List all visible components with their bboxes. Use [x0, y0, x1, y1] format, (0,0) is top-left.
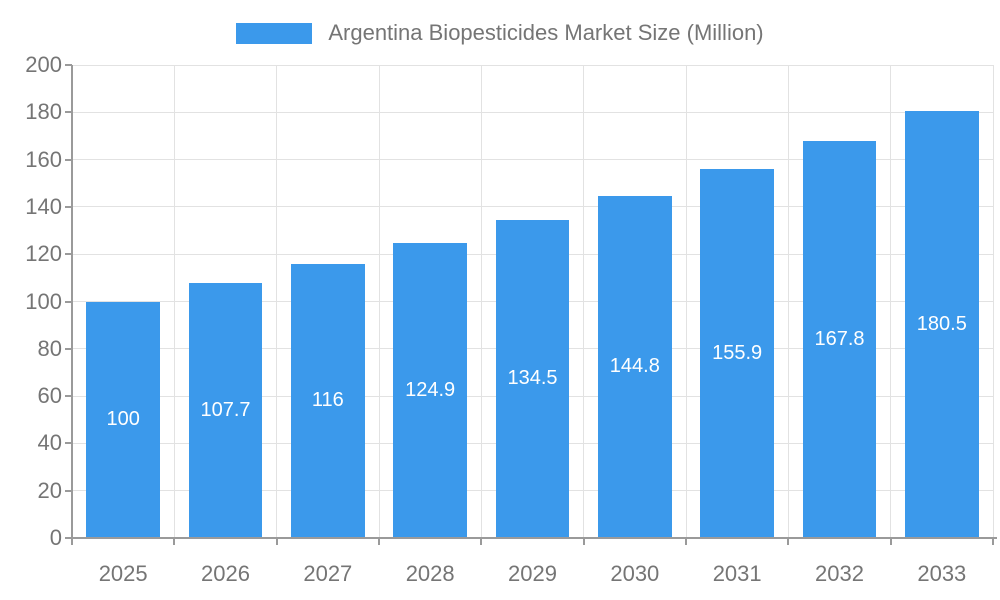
- y-axis-tick: [65, 158, 72, 161]
- y-axis-tick: [65, 489, 72, 492]
- gridline-vertical: [480, 65, 482, 538]
- bar[interactable]: 144.8: [597, 195, 672, 538]
- bar-value-label: 155.9: [712, 342, 763, 365]
- bar-value-label: 116: [311, 389, 344, 412]
- bar-value-label: 167.8: [814, 328, 865, 351]
- y-tick-label: 20: [37, 477, 62, 503]
- chart-legend[interactable]: Argentina Biopesticides Market Size (Mil…: [0, 21, 1000, 45]
- x-axis-tick: [480, 538, 483, 545]
- y-tick-label: 140: [25, 193, 62, 219]
- gridline-vertical: [787, 65, 789, 538]
- bar-value-label: 107.7: [200, 399, 251, 422]
- bar[interactable]: 116: [290, 263, 365, 538]
- x-tick-label: 2028: [405, 561, 455, 586]
- y-axis-tick: [65, 64, 72, 66]
- x-tick-label: 2033: [917, 561, 967, 586]
- x-tick-label: 2031: [712, 561, 762, 586]
- gridline-vertical: [685, 65, 687, 538]
- bar-value-label: 134.5: [507, 367, 558, 390]
- x-tick-label: 2030: [610, 561, 660, 586]
- x-tick-label: 2025: [98, 561, 148, 586]
- y-tick-label: 40: [37, 430, 62, 456]
- y-axis-tick: [65, 537, 72, 539]
- x-tick-label: 2029: [508, 561, 557, 586]
- gridline-horizontal: [72, 206, 993, 208]
- gridline-vertical: [583, 65, 585, 538]
- y-axis-tick: [65, 253, 72, 256]
- y-tick-label: 120: [25, 241, 62, 267]
- x-axis-tick: [889, 538, 892, 545]
- y-tick-label: 80: [37, 335, 62, 361]
- legend-swatch: [236, 22, 313, 44]
- bar[interactable]: 100: [86, 301, 160, 538]
- gridline-horizontal: [72, 111, 993, 113]
- x-tick-label: 2027: [303, 561, 353, 586]
- bar-value-label: 144.8: [609, 355, 660, 378]
- bar[interactable]: 155.9: [700, 169, 774, 538]
- y-tick-label: 200: [25, 52, 62, 77]
- y-axis-tick: [65, 347, 72, 350]
- gridline-vertical: [992, 65, 994, 538]
- x-axis-tick: [992, 538, 994, 545]
- bar-value-label: 124.9: [405, 378, 456, 401]
- y-tick-label: 180: [25, 99, 62, 125]
- bar-value-label: 100: [106, 408, 140, 431]
- y-axis-tick: [65, 395, 72, 398]
- x-axis-tick: [275, 538, 278, 545]
- gridline-horizontal: [72, 64, 993, 66]
- x-axis-tick: [685, 538, 687, 545]
- y-axis-tick: [65, 442, 72, 445]
- gridline-horizontal: [72, 159, 993, 161]
- y-tick-label: 160: [25, 146, 62, 172]
- y-tick-label: 100: [25, 288, 62, 314]
- gridline-vertical: [276, 65, 278, 538]
- gridline-vertical: [378, 65, 380, 538]
- y-axis-tick: [65, 205, 72, 208]
- y-tick-label: 0: [49, 525, 62, 550]
- x-axis-tick: [71, 538, 73, 545]
- x-tick-label: 2032: [815, 561, 864, 586]
- y-axis-line: [71, 65, 73, 538]
- bar[interactable]: 124.9: [393, 242, 467, 538]
- y-tick-label: 60: [37, 383, 62, 409]
- bar[interactable]: 134.5: [495, 219, 570, 538]
- bar[interactable]: 180.5: [904, 111, 979, 538]
- x-axis-tick: [378, 538, 380, 545]
- y-axis-tick: [65, 111, 72, 114]
- x-axis-line: [72, 537, 997, 539]
- bar[interactable]: 167.8: [802, 141, 877, 538]
- x-axis-tick: [173, 538, 176, 545]
- x-axis-tick: [582, 538, 585, 545]
- y-axis-tick: [65, 300, 72, 303]
- bar-value-label: 180.5: [916, 313, 967, 336]
- bar[interactable]: 107.7: [188, 283, 263, 538]
- gridline-vertical: [890, 65, 892, 538]
- gridline-vertical: [173, 65, 175, 538]
- legend-label: Argentina Biopesticides Market Size (Mil…: [328, 20, 764, 45]
- x-tick-label: 2026: [201, 561, 250, 586]
- x-axis-tick: [787, 538, 790, 545]
